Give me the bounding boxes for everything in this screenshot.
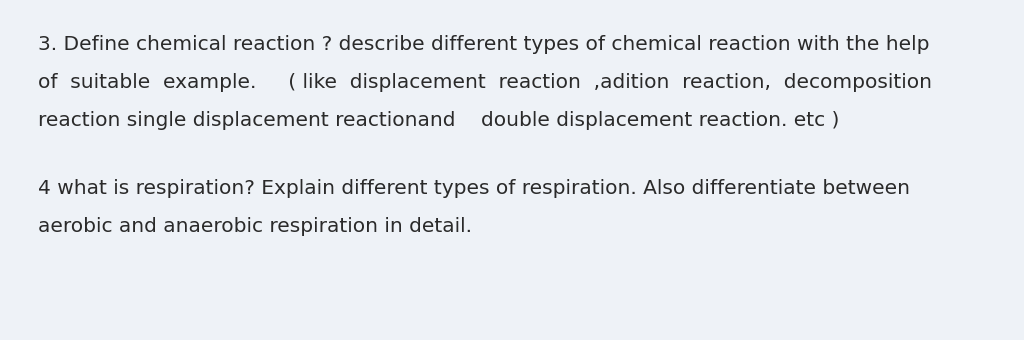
Text: 3. Define chemical reaction ? describe different types of chemical reaction with: 3. Define chemical reaction ? describe d…	[38, 35, 930, 54]
Text: reaction single displacement reactionand    double displacement reaction. etc ): reaction single displacement reactionand…	[38, 111, 840, 130]
Text: of  suitable  example.     ( like  displacement  reaction  ,adition  reaction,  : of suitable example. ( like displacement…	[38, 73, 932, 92]
Text: aerobic and anaerobic respiration in detail.: aerobic and anaerobic respiration in det…	[38, 217, 472, 236]
Text: 4 what is respiration? Explain different types of respiration. Also differentiat: 4 what is respiration? Explain different…	[38, 179, 910, 198]
